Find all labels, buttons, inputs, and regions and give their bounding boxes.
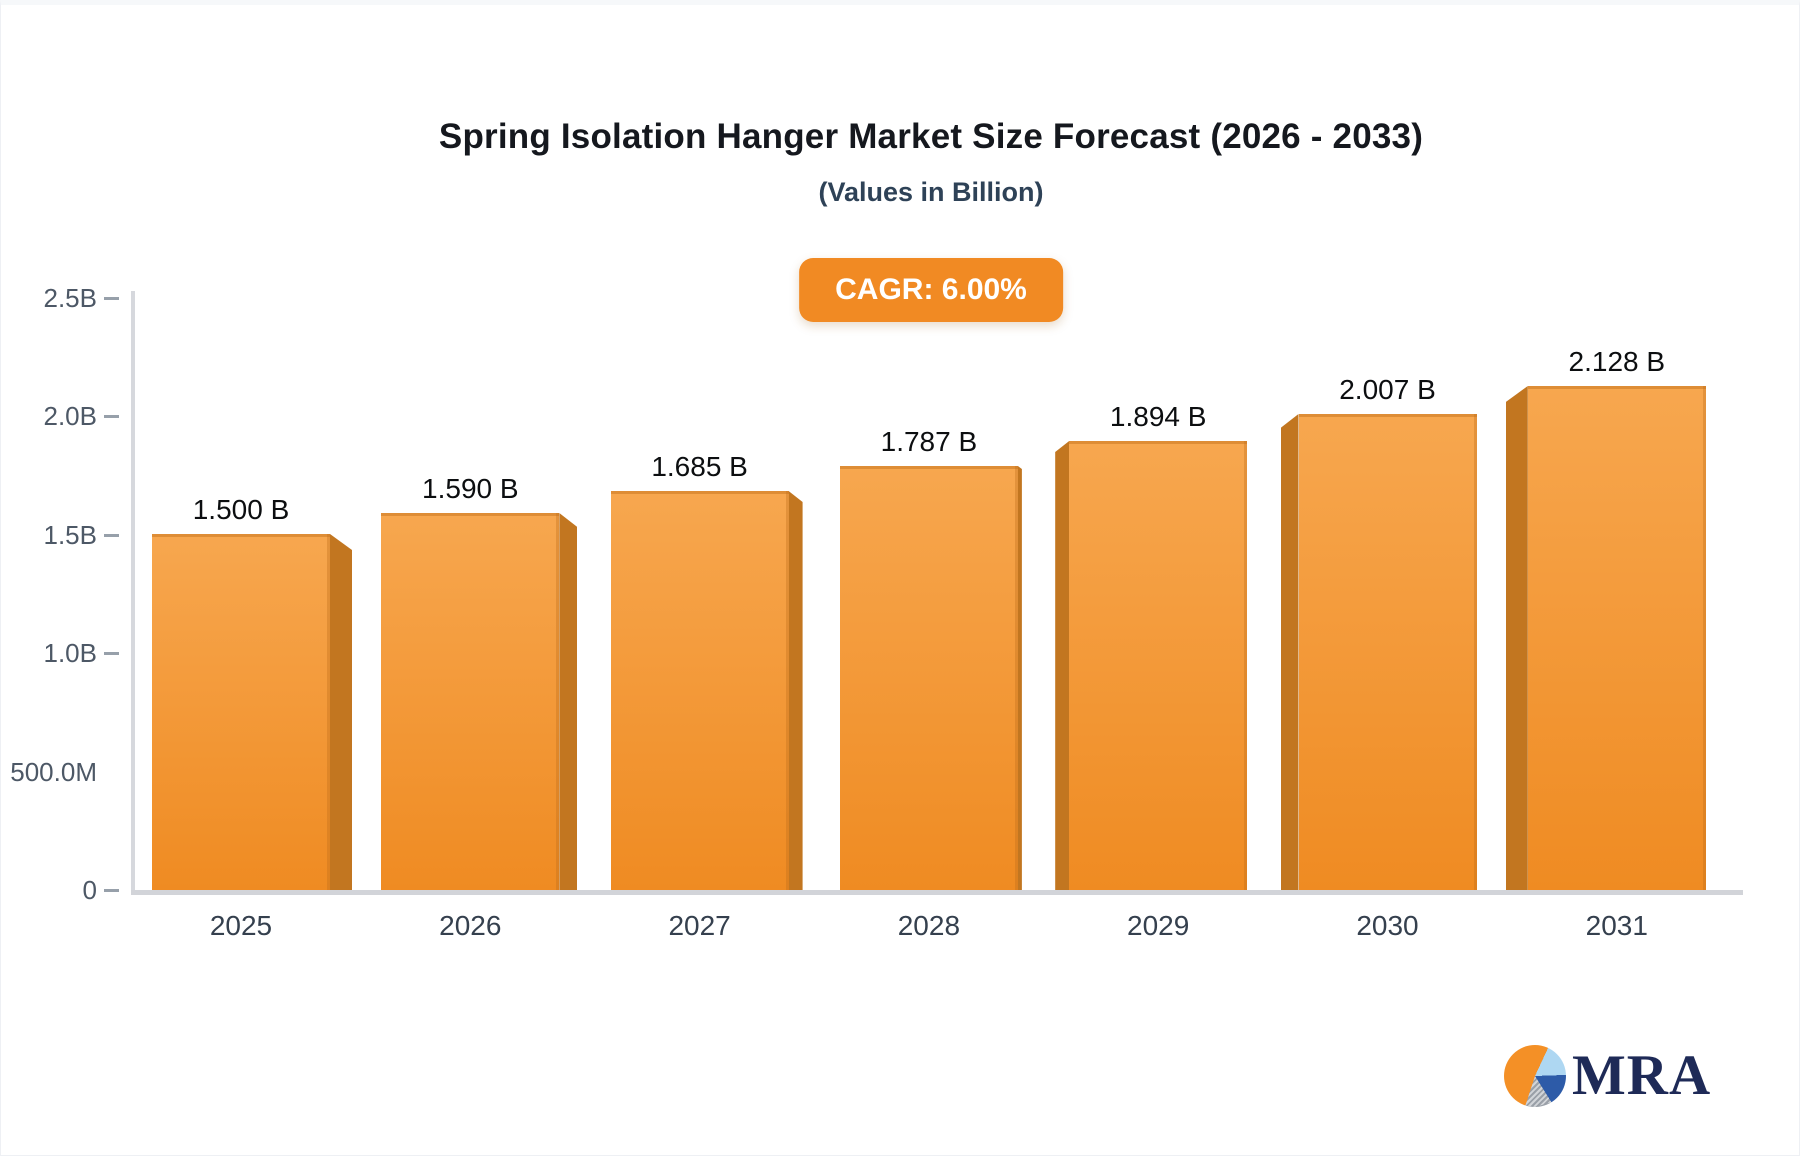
y-axis-tick-label: 1.5B bbox=[43, 519, 98, 550]
bar-3d-side-2026 bbox=[559, 513, 578, 890]
bar-2026 bbox=[381, 513, 560, 890]
chart-subtitle: (Values in Billion) bbox=[818, 177, 1044, 207]
y-axis-tick-label: 500.0M bbox=[10, 756, 97, 787]
x-axis-line bbox=[131, 890, 1743, 895]
y-axis-tick-label: 0 bbox=[82, 875, 97, 905]
bar-2028 bbox=[839, 466, 1018, 890]
bar-2030 bbox=[1298, 414, 1477, 890]
bar-value-label: 1.685 B bbox=[651, 451, 748, 482]
bar-value-label: 1.590 B bbox=[422, 473, 519, 504]
y-axis-tick-label: 2.0B bbox=[43, 401, 98, 431]
x-axis-label-2029: 2029 bbox=[1127, 910, 1190, 941]
chart-title: Spring Isolation Hanger Market Size Fore… bbox=[438, 117, 1424, 156]
pie-chart-logo-icon bbox=[1504, 1045, 1566, 1107]
bar-3d-side-2030 bbox=[1280, 414, 1299, 890]
y-axis-tick-label: 1.0B bbox=[43, 638, 98, 668]
bar-2025 bbox=[152, 534, 330, 890]
x-axis-label-2025: 2025 bbox=[209, 910, 273, 941]
y-axis-tick-mark bbox=[104, 296, 119, 300]
bar-3d-side-2027 bbox=[788, 491, 803, 890]
bar-value-label: 1.894 B bbox=[1109, 401, 1207, 432]
bar-2029 bbox=[1069, 441, 1248, 890]
bar-3d-side-2025 bbox=[330, 534, 352, 890]
x-axis-label-2028: 2028 bbox=[897, 910, 961, 941]
y-axis-tick-mark bbox=[104, 652, 119, 655]
y-axis-tick-mark bbox=[104, 889, 119, 892]
x-axis-label-2027: 2027 bbox=[668, 910, 731, 941]
x-axis-label-2030: 2030 bbox=[1356, 910, 1419, 941]
bar-value-label: 2.007 B bbox=[1339, 374, 1436, 405]
bar-3d-side-2028 bbox=[1017, 466, 1022, 890]
x-axis-label-2026: 2026 bbox=[439, 910, 502, 941]
y-axis-tick-mark bbox=[104, 533, 119, 537]
bar-3d-side-2031 bbox=[1505, 386, 1528, 890]
bar-value-label: 1.500 B bbox=[192, 494, 290, 525]
cagr-badge: CAGR: 6.00% bbox=[799, 258, 1063, 322]
logo-text: MRA bbox=[1572, 1044, 1712, 1107]
bar-2027 bbox=[610, 491, 789, 890]
mra-logo: MRA bbox=[1504, 1045, 1711, 1107]
bar-value-label: 1.787 B bbox=[880, 426, 978, 457]
y-axis-tick-mark bbox=[104, 415, 119, 418]
bar-value-label: 2.128 B bbox=[1568, 346, 1666, 377]
bar-3d-side-2029 bbox=[1055, 441, 1070, 890]
x-axis-label-2031: 2031 bbox=[1585, 910, 1648, 941]
y-axis-tick-label: 2.5B bbox=[43, 282, 98, 313]
y-axis-line bbox=[131, 291, 135, 894]
bar-2031 bbox=[1527, 386, 1706, 890]
